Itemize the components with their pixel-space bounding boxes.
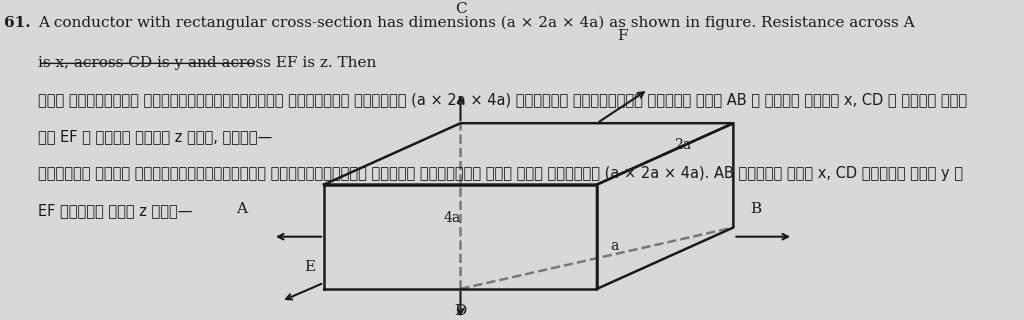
Text: চিত্রে একটি আয়তক্ষেত্রাকার প্রস্থচ্ছেদ যুক্ত পরিবাহী আছে যার মাত্রা (a × 2a × 4: চিত্রে একটি আয়তক্ষেত্রাকার প্রস্থচ্ছেদ … xyxy=(38,166,964,181)
Text: 61.: 61. xyxy=(4,16,31,30)
Text: এটি আয়তাকার প্রস্থচ্ছেদযুক্ত পরিবাহী মাত্রা (a × 2a × 4a) চিত্রত দেখুওবার দেবে।: এটি আয়তাকার প্রস্থচ্ছেদযুক্ত পরিবাহী মা… xyxy=(38,92,968,108)
Text: EF বরাবর রোধ z হলে—: EF বরাবর রোধ z হলে— xyxy=(38,203,193,218)
Text: C: C xyxy=(455,2,466,16)
Text: is x, across CD is y and across EF is z. Then: is x, across CD is y and across EF is z.… xyxy=(38,56,538,70)
Text: a: a xyxy=(610,239,618,253)
Text: 4a: 4a xyxy=(443,211,461,225)
Text: 2a: 2a xyxy=(674,138,691,152)
Text: F: F xyxy=(617,29,628,44)
Text: B: B xyxy=(751,202,762,216)
Text: D: D xyxy=(455,304,467,318)
Text: A conductor with rectangular cross-section has dimensions (a × 2a × 4a) as shown: A conductor with rectangular cross-secti… xyxy=(38,16,915,30)
Text: আক EF ব মাঝব বোধক z হয়, তেতে—: আক EF ব মাঝব বোধক z হয়, তেতে— xyxy=(38,129,272,144)
Text: A: A xyxy=(237,202,248,216)
Text: E: E xyxy=(304,260,315,274)
